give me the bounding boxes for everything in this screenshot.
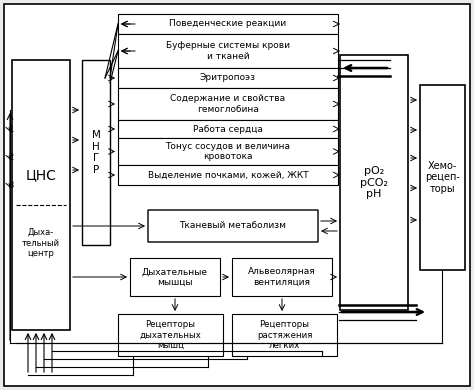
Text: Выделение почками, кожей, ЖКТ: Выделение почками, кожей, ЖКТ bbox=[148, 170, 308, 179]
Text: Дыха-
тельный
центр: Дыха- тельный центр bbox=[22, 228, 60, 258]
Text: Содержание и свойства
гемоглобина: Содержание и свойства гемоглобина bbox=[171, 94, 285, 114]
FancyBboxPatch shape bbox=[340, 55, 408, 310]
FancyBboxPatch shape bbox=[148, 210, 318, 242]
Text: 1: 1 bbox=[8, 126, 13, 135]
Text: Хемо-
рецеп-
торы: Хемо- рецеп- торы bbox=[425, 161, 460, 194]
Text: Тканевый метаболизм: Тканевый метаболизм bbox=[180, 222, 286, 230]
Text: 3: 3 bbox=[8, 181, 13, 190]
Bar bbox=[82, 60, 110, 245]
Text: Эритропоэз: Эритропоэз bbox=[200, 73, 256, 83]
Text: Буферные системы крови
и тканей: Буферные системы крови и тканей bbox=[166, 41, 290, 61]
Text: ЦНС: ЦНС bbox=[26, 168, 56, 182]
Bar bbox=[130, 258, 220, 296]
Text: Альвеолярная
вентиляция: Альвеолярная вентиляция bbox=[248, 267, 316, 287]
Bar bbox=[118, 68, 338, 88]
Bar bbox=[118, 34, 338, 68]
Bar bbox=[118, 88, 338, 120]
Text: Работа сердца: Работа сердца bbox=[193, 124, 263, 133]
FancyBboxPatch shape bbox=[12, 60, 70, 330]
Text: 2: 2 bbox=[8, 154, 13, 163]
Text: Дыхательные
мышцы: Дыхательные мышцы bbox=[142, 267, 208, 287]
Bar bbox=[118, 14, 338, 34]
Bar bbox=[118, 165, 338, 185]
Bar bbox=[232, 314, 337, 356]
Bar bbox=[232, 258, 332, 296]
Text: Тонус сосудов и величина
кровотока: Тонус сосудов и величина кровотока bbox=[165, 142, 291, 161]
FancyBboxPatch shape bbox=[420, 85, 465, 270]
Bar bbox=[118, 314, 223, 356]
Text: М
Н
Г
Р: М Н Г Р bbox=[91, 130, 100, 175]
Text: Рецепторы
растяжения
легких: Рецепторы растяжения легких bbox=[257, 320, 312, 350]
Text: Рецепторы
дыхательных
мышц: Рецепторы дыхательных мышц bbox=[139, 320, 201, 350]
Text: Поведенческие реакции: Поведенческие реакции bbox=[169, 20, 287, 28]
Bar bbox=[118, 120, 338, 138]
Bar bbox=[118, 138, 338, 165]
Text: pO₂
pCO₂
pH: pO₂ pCO₂ pH bbox=[360, 166, 388, 199]
